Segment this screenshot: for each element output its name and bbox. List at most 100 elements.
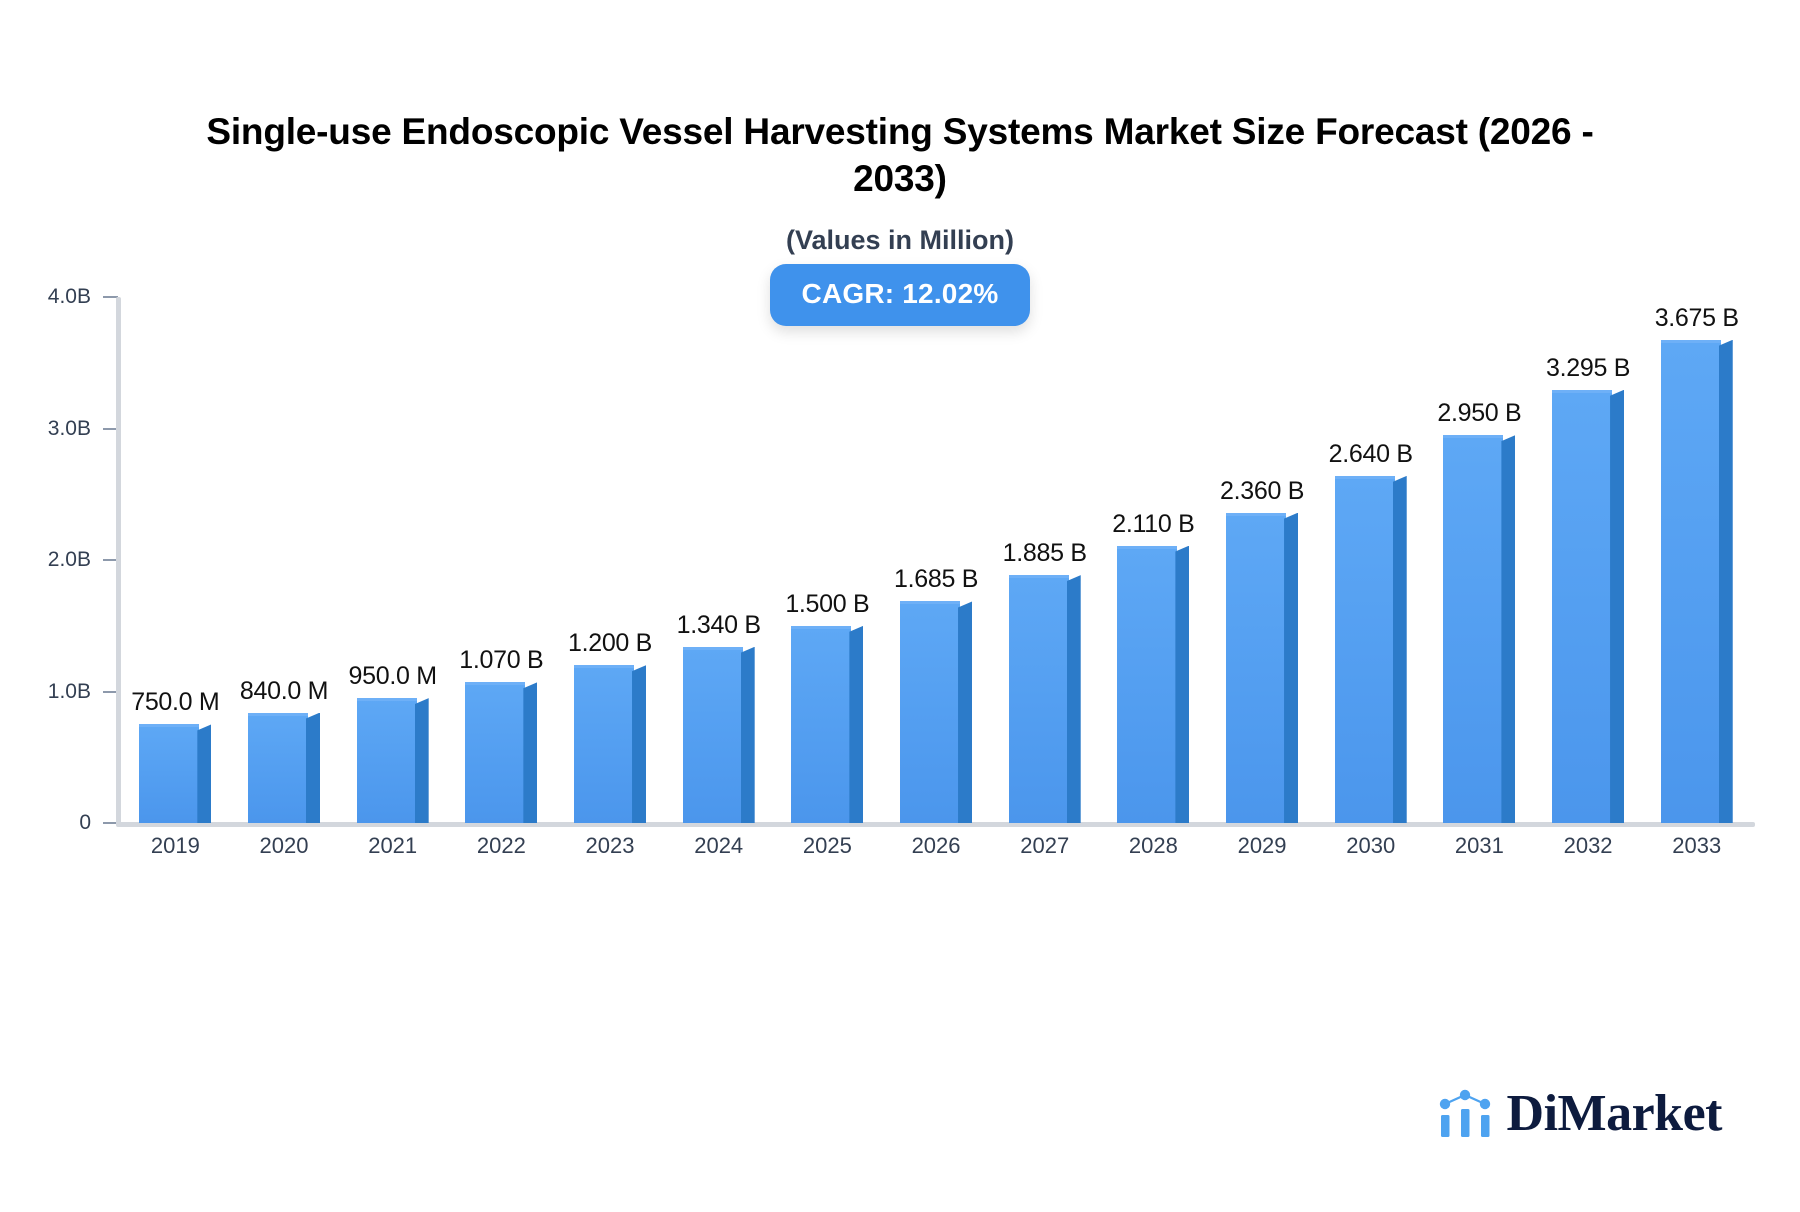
- y-axis: 0 1.0B 2.0B 3.0B 4.0B: [0, 285, 118, 834]
- bar-slot: 1.685 B: [882, 297, 991, 823]
- bar-value-label: 950.0 M: [348, 662, 438, 691]
- y-axis-tick-label: 3.0B: [47, 416, 91, 440]
- bar[interactable]: 950.0 M: [349, 662, 437, 823]
- bar[interactable]: 2.640 B: [1329, 440, 1413, 823]
- bar-side-face: [1175, 545, 1190, 823]
- x-axis-tick-label: 2022: [476, 833, 526, 858]
- y-axis-tick-label: 1.0B: [47, 679, 91, 703]
- bar-value-label: 2.360 B: [1220, 476, 1305, 505]
- x-axis-tick-label: 2024: [694, 833, 744, 858]
- bar-slot: 1.070 B: [447, 297, 556, 823]
- bar-side-face: [632, 665, 647, 823]
- bar-value-label: 3.295 B: [1546, 353, 1631, 382]
- bar[interactable]: 1.070 B: [459, 646, 544, 823]
- bar-front-face: [465, 682, 526, 823]
- bar-value-label: 2.640 B: [1328, 439, 1413, 468]
- bar-value-label: 1.685 B: [893, 565, 979, 594]
- bar-value-label: 1.070 B: [459, 646, 544, 675]
- bar-slot: 2.950 B: [1425, 297, 1534, 823]
- bar-front-face: [248, 712, 308, 823]
- bar-front-face: [574, 665, 635, 823]
- bar-side-face: [740, 646, 755, 823]
- bar-value-label: 1.885 B: [1002, 539, 1087, 568]
- y-axis-tick-label: 2.0B: [47, 548, 91, 571]
- bar-top-face: [1117, 545, 1178, 549]
- bar-top-face: [791, 625, 852, 629]
- bar[interactable]: 3.295 B: [1546, 354, 1630, 823]
- bar[interactable]: 1.340 B: [677, 611, 761, 823]
- y-axis-tick-mark: [103, 822, 118, 824]
- x-axis-tick-label: 2021: [368, 833, 418, 858]
- x-axis-tick-label: 2019: [150, 833, 200, 858]
- bar-front-face: [1443, 435, 1504, 823]
- bar-top-face: [682, 646, 743, 650]
- plot-area: 0 1.0B 2.0B 3.0B 4.0B 750.0 M 840.0 M 950.0 M 1…: [0, 285, 1800, 834]
- bar-slot: 1.200 B: [556, 297, 665, 823]
- bar-front-face: [1660, 339, 1721, 823]
- y-axis-tick-mark: [103, 296, 118, 298]
- x-axis-tick-label: 2030: [1346, 833, 1396, 858]
- bar[interactable]: 1.885 B: [1003, 539, 1087, 823]
- y-axis-tick-label: 4.0B: [47, 285, 91, 308]
- bar-value-label: 3.675 B: [1654, 303, 1739, 332]
- bar-front-face: [1117, 545, 1178, 823]
- bar-slot: 950.0 M: [338, 297, 447, 823]
- bar-value-label: 1.200 B: [567, 629, 653, 658]
- x-axis-tick-label: 2023: [585, 833, 635, 858]
- x-axis-tick-label: 2028: [1128, 833, 1178, 858]
- bar-side-face: [849, 625, 864, 823]
- y-axis-tick-mark: [103, 559, 118, 561]
- bar[interactable]: 2.950 B: [1437, 399, 1522, 823]
- bar-side-face: [1284, 512, 1299, 823]
- bar-value-label: 750.0 M: [131, 688, 220, 717]
- x-axis-labels: 2019 2020 2021 2022 2023 2024 2025 2026 2027 2028…: [121, 833, 1751, 859]
- bar[interactable]: 2.110 B: [1112, 510, 1195, 823]
- bar[interactable]: 1.500 B: [785, 590, 870, 823]
- bar-front-face: [1552, 389, 1613, 823]
- bar-top-face: [248, 712, 308, 716]
- page-title: Single-use Endoscopic Vessel Harvesting …: [206, 111, 1594, 200]
- bar-side-face: [1610, 389, 1625, 823]
- bar-top-face: [465, 682, 526, 686]
- y-axis-line: [116, 297, 121, 826]
- x-axis-tick-label: 2033: [1672, 833, 1722, 858]
- bar[interactable]: 840.0 M: [240, 677, 328, 823]
- bar-front-face: [900, 601, 961, 823]
- bar-front-face: [791, 625, 852, 823]
- y-axis-tick-mark: [103, 427, 118, 430]
- brand-logo: DiMarket: [1439, 1088, 1723, 1140]
- bar-top-face: [1226, 512, 1287, 516]
- bar-chart-logo-icon: [1439, 1089, 1490, 1137]
- bar[interactable]: 1.200 B: [568, 629, 652, 823]
- bar-slot: 750.0 M: [121, 297, 230, 823]
- bar[interactable]: 750.0 M: [131, 688, 220, 823]
- bar-top-face: [1443, 435, 1504, 439]
- bar-slot: 1.340 B: [664, 297, 773, 823]
- bar-side-face: [306, 712, 320, 823]
- bar-top-face: [1552, 389, 1613, 393]
- bar-side-face: [197, 724, 212, 823]
- bar-side-face: [1501, 435, 1516, 823]
- bar-side-face: [1718, 339, 1733, 823]
- bar-value-label: 2.110 B: [1112, 509, 1195, 538]
- x-axis-tick-label: 2029: [1237, 833, 1287, 858]
- bar-front-face: [1226, 512, 1287, 823]
- y-axis-tick-label: 0: [79, 811, 91, 834]
- bar[interactable]: 3.675 B: [1655, 304, 1739, 823]
- bar-slot: 1.885 B: [990, 297, 1099, 823]
- bar-side-face: [1392, 475, 1407, 823]
- x-axis-tick-label: 2031: [1454, 833, 1504, 858]
- bar-front-face: [356, 698, 417, 823]
- x-axis-tick-label: 2020: [259, 833, 309, 858]
- bar[interactable]: 2.360 B: [1220, 477, 1304, 823]
- bar-front-face: [1334, 475, 1395, 823]
- bar-slot: 2.110 B: [1099, 297, 1208, 823]
- bar-value-label: 1.500 B: [785, 589, 870, 618]
- bar-slot: 2.640 B: [1316, 297, 1425, 823]
- cagr-badge: CAGR: 12.02%: [769, 263, 1031, 326]
- bar[interactable]: 1.685 B: [894, 565, 978, 823]
- bar-top-face: [900, 601, 961, 605]
- bar-slot: 3.295 B: [1534, 297, 1643, 823]
- x-axis-line: [116, 822, 1755, 827]
